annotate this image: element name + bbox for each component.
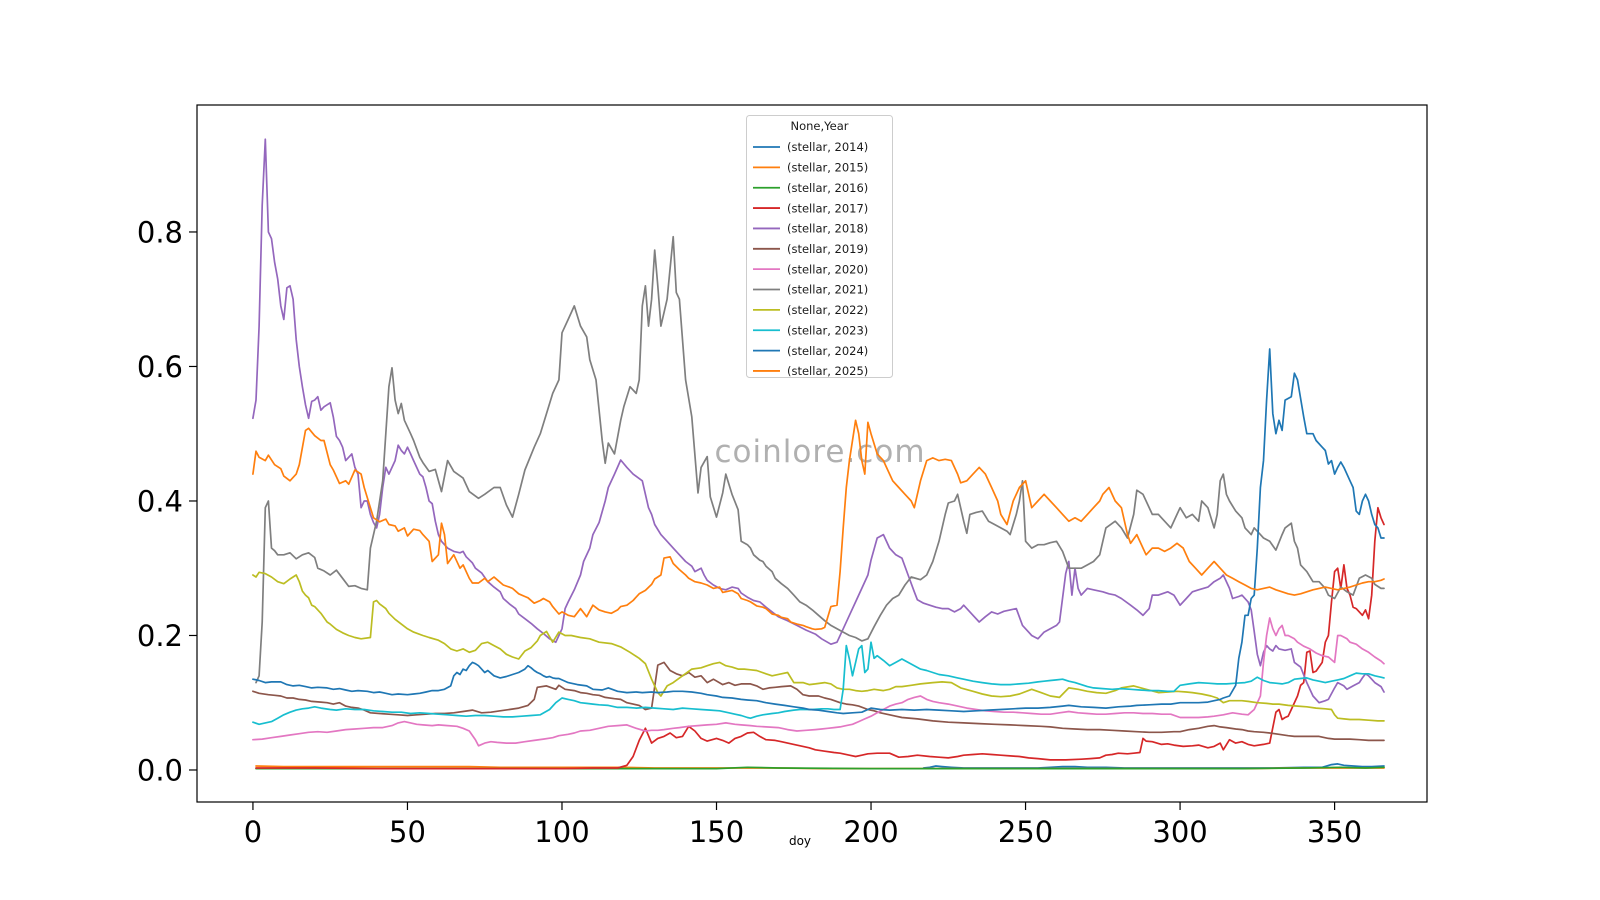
series-line-2022: [252, 571, 1385, 722]
x-tick-label: 50: [389, 815, 426, 849]
legend-title: None,Year: [790, 119, 848, 133]
x-tick-label: 350: [1307, 815, 1362, 849]
x-tick-label: 100: [534, 815, 589, 849]
y-axis-ticks: 0.0 0.2 0.4 0.6 0.8: [137, 215, 197, 787]
legend-label-2017: (stellar, 2017): [787, 201, 868, 215]
x-axis-label: doy: [789, 834, 811, 848]
watermark: coinlore.com: [714, 434, 925, 470]
y-tick-label: 0.6: [137, 350, 183, 384]
legend-label-2023: (stellar, 2023): [787, 323, 868, 337]
series-line-2023: [252, 641, 1385, 726]
legend-label-2022: (stellar, 2022): [787, 303, 868, 317]
x-tick-label: 200: [843, 815, 898, 849]
legend-label-2019: (stellar, 2019): [787, 242, 868, 256]
series-line-2020: [252, 617, 1385, 747]
series-line-2019: [252, 661, 1385, 742]
series-line-2018: [252, 138, 1385, 704]
legend-label-2016: (stellar, 2016): [787, 181, 868, 195]
legend-label-2025: (stellar, 2025): [787, 364, 868, 378]
x-tick-label: 250: [998, 815, 1053, 849]
legend-label-2024: (stellar, 2024): [787, 344, 868, 358]
y-tick-label: 0.4: [137, 484, 183, 518]
legend: None,Year (stellar, 2014) (stellar, 2015)…: [746, 115, 893, 378]
legend-label-2015: (stellar, 2015): [787, 161, 868, 175]
plot-frame: [196, 104, 1428, 803]
x-tick-label: 0: [244, 815, 262, 849]
series-line-2021: [255, 235, 1385, 684]
series-line-2017: [255, 506, 1385, 770]
y-tick-label: 0.0: [137, 753, 183, 787]
legend-box: [746, 115, 893, 378]
legend-label-2020: (stellar, 2020): [787, 262, 868, 276]
x-tick-label: 150: [689, 815, 744, 849]
x-axis-ticks: 0 50 100 150 200 250 300 350: [244, 802, 1362, 849]
series-line-2025: [252, 419, 1385, 631]
legend-label-2018: (stellar, 2018): [787, 222, 868, 236]
legend-label-2014: (stellar, 2014): [787, 140, 868, 154]
x-tick-label: 300: [1152, 815, 1207, 849]
series-lines: [252, 138, 1385, 770]
legend-items: (stellar, 2014) (stellar, 2015) (stellar, …: [753, 140, 868, 378]
y-tick-label: 0.2: [137, 619, 183, 653]
series-line-2024: [252, 348, 1385, 715]
legend-label-2021: (stellar, 2021): [787, 283, 868, 297]
y-tick-label: 0.8: [137, 215, 183, 249]
